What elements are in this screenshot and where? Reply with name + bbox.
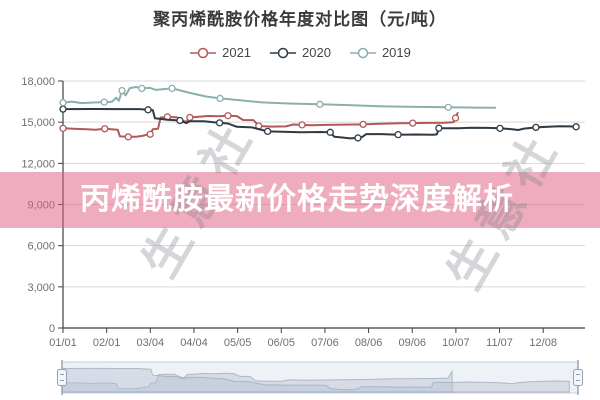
line-marker-icon	[190, 47, 217, 58]
line-marker-icon	[270, 47, 297, 58]
chart-title: 聚丙烯酰胺价格年度对比图（元/吨）	[153, 10, 447, 29]
y-tick-label: 12,000	[21, 158, 55, 170]
data-point-2021	[101, 125, 109, 133]
headline-text: 丙烯酰胺最新价格走势深度解析	[80, 183, 514, 216]
data-point-2020	[215, 119, 224, 127]
line-marker-icon	[349, 47, 376, 58]
series-line-2021	[62, 112, 459, 138]
y-tick-label: 3,000	[27, 282, 55, 294]
data-point-2020	[394, 131, 402, 139]
data-point-2019	[216, 94, 224, 103]
data-point-2021	[409, 119, 417, 127]
legend-item-2019[interactable]: 2019	[349, 45, 411, 60]
data-point-2021	[224, 112, 232, 120]
data-point-2020	[144, 106, 152, 114]
x-tick-label: 10/07	[442, 337, 470, 349]
data-point-2021	[59, 124, 67, 132]
data-point-2019	[168, 84, 176, 93]
y-tick-label: 6,000	[27, 241, 55, 253]
series-line-2020	[62, 108, 578, 140]
data-point-2021	[359, 120, 367, 129]
x-tick-label: 06/05	[268, 337, 296, 349]
data-point-2021	[124, 133, 132, 141]
legend: 2021 2020 2019	[0, 45, 600, 60]
datazoom-right-handle[interactable]	[573, 360, 583, 395]
data-point-2019	[138, 84, 146, 93]
data-point-2020	[263, 127, 272, 136]
datazoom-left-handle[interactable]	[57, 360, 67, 395]
data-point-2019	[100, 98, 108, 106]
data-point-2020	[572, 123, 580, 131]
x-tick-label: 11/07	[486, 337, 513, 349]
data-point-2019	[316, 100, 324, 108]
y-tick-label: 15,000	[21, 117, 55, 129]
x-tick-label: 04/04	[180, 337, 208, 349]
datazoom-preview	[61, 367, 570, 393]
data-point-2020	[326, 128, 334, 136]
data-point-2020	[532, 123, 540, 132]
legend-label: 2020	[302, 45, 331, 60]
x-tick-label: 01/01	[49, 337, 77, 349]
data-point-2020	[354, 134, 362, 142]
data-point-2020	[435, 124, 443, 132]
data-point-2019	[59, 99, 67, 107]
legend-item-2020[interactable]: 2020	[269, 45, 331, 60]
x-tick-label: 08/06	[355, 337, 383, 349]
data-point-2021	[186, 113, 194, 122]
data-point-2021	[451, 114, 460, 122]
datazoom-slider[interactable]	[0, 352, 600, 400]
y-tick-label: 0	[49, 323, 55, 335]
data-point-2020	[496, 124, 504, 132]
x-tick-label: 03/04	[137, 337, 165, 349]
data-point-2019	[118, 86, 126, 95]
series-line-2019	[62, 86, 497, 109]
x-tick-label: 09/06	[398, 337, 426, 349]
line-chart-plot: 03,0006,0009,00012,00015,00018,00001/010…	[21, 76, 585, 349]
x-tick-label: 05/05	[224, 337, 252, 349]
data-point-2020	[59, 105, 67, 113]
legend-label: 2021	[222, 45, 252, 60]
datazoom-preview	[61, 369, 453, 393]
headline-banner	[0, 172, 600, 228]
x-tick-label: 02/01	[93, 337, 121, 349]
x-tick-label: 07/06	[311, 337, 339, 349]
x-tick-label: 12/08	[529, 337, 557, 349]
data-point-2021	[298, 121, 306, 129]
data-point-2020	[176, 116, 184, 125]
legend-label: 2019	[381, 45, 411, 60]
y-tick-label: 18,000	[21, 76, 55, 88]
data-point-2021	[146, 130, 154, 138]
data-point-2019	[444, 103, 452, 111]
legend-item-2021[interactable]: 2021	[189, 45, 251, 60]
